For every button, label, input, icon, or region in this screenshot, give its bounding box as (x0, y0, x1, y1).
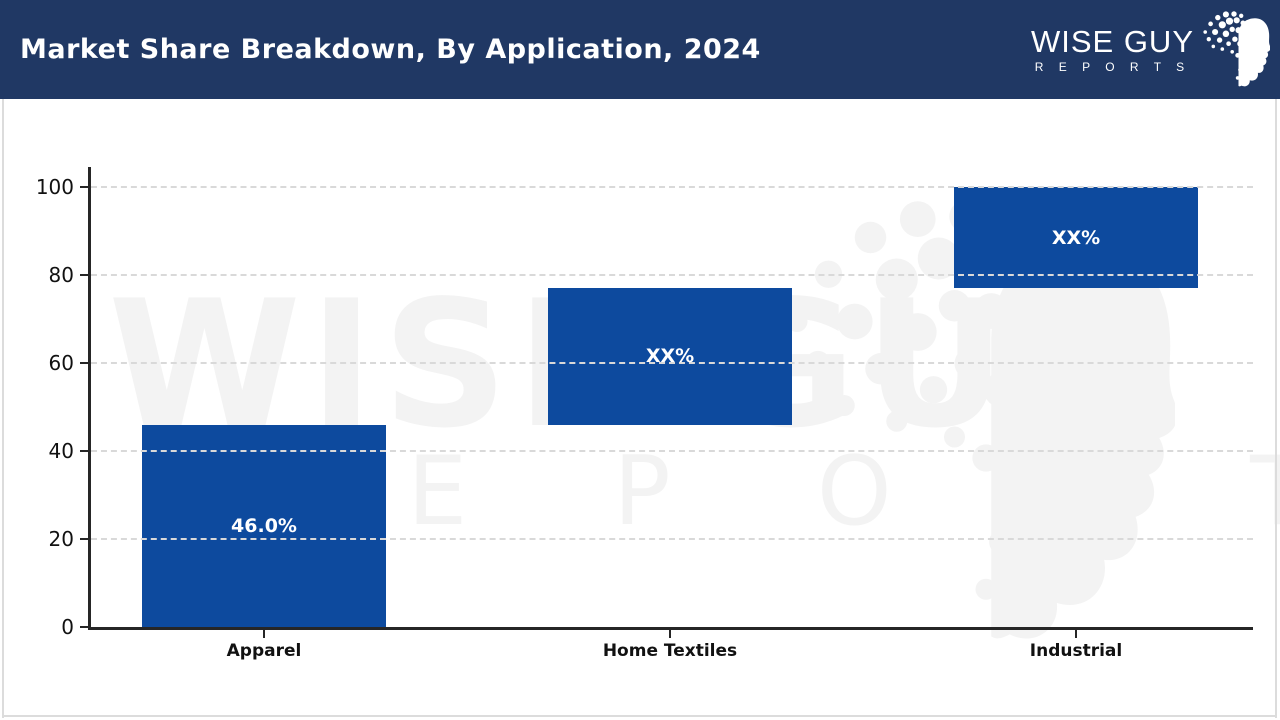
chart-canvas: WISE GUY R E P O R T S 02040608010046.0%… (0, 99, 1280, 720)
frame-border-bottom (2, 715, 1277, 717)
bar-apparel (142, 424, 386, 627)
y-axis-tick-label: 20 (48, 527, 74, 551)
y-axis-line (88, 167, 91, 630)
y-axis-tick-label: 80 (48, 263, 74, 287)
y-axis-tick (80, 274, 88, 276)
page-title: Market Share Breakdown, By Application, … (20, 34, 761, 65)
logo-reports-text: R E P O R T S (1034, 60, 1191, 74)
gridline-y-60 (91, 362, 1253, 364)
frame-border-right (1275, 99, 1277, 718)
x-axis-tick (669, 630, 671, 638)
x-axis-tick (1075, 630, 1077, 638)
x-axis-line (88, 627, 1253, 630)
bar-value-label: XX% (645, 345, 695, 368)
x-axis-tick (263, 630, 265, 638)
y-axis-tick (80, 626, 88, 628)
header-bar: Market Share Breakdown, By Application, … (0, 0, 1280, 99)
x-axis-category-label: Industrial (1029, 641, 1123, 661)
bar-industrial (954, 187, 1198, 289)
x-axis-category-label: Home Textiles (602, 641, 738, 661)
y-axis-tick-label: 60 (48, 351, 74, 375)
y-axis-tick-label: 100 (35, 175, 74, 199)
y-axis-tick (80, 362, 88, 364)
logo-wordmark: WISE GUY R E P O R T S (1031, 25, 1194, 75)
brand-logo: WISE GUY R E P O R T S (1031, 5, 1270, 95)
bar-value-label: 46.0% (231, 514, 297, 537)
plot-area: 0 20 40 60 80 100 46.0% Apparel XX% Home Textiles… (0, 99, 1280, 720)
bar-value-label: XX% (1051, 226, 1101, 249)
x-axis-category-label: Apparel (226, 641, 302, 661)
gridline-y-20 (91, 538, 1253, 540)
frame-border-left (2, 99, 4, 718)
gridline-y-80 (91, 274, 1253, 276)
logo-name-text: WISE GUY (1030, 24, 1194, 59)
bar-home-textiles (548, 288, 792, 425)
gridline-y-40 (91, 450, 1253, 452)
face-profile-dots-icon (1198, 8, 1270, 92)
gridline-y-100 (91, 186, 1253, 188)
y-axis-tick-label: 0 (61, 615, 74, 639)
y-axis-tick (80, 538, 88, 540)
y-axis-tick (80, 450, 88, 452)
y-axis-tick (80, 186, 88, 188)
y-axis-tick-label: 40 (48, 439, 74, 463)
